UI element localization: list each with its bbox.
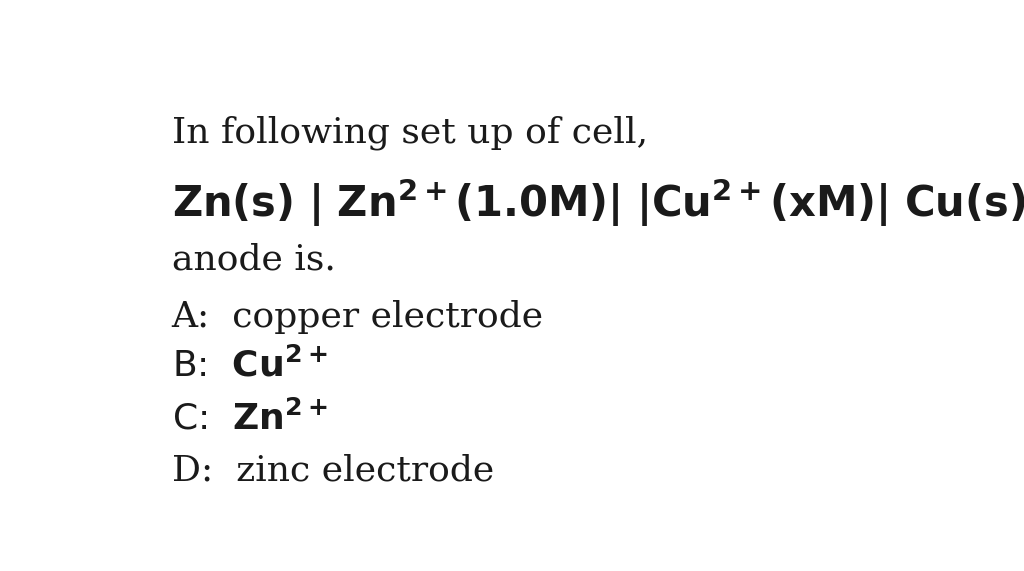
Text: A:  copper electrode: A: copper electrode (172, 300, 544, 334)
Text: $\mathbf{Zn(s)}\ \mathbf{|}\ \mathbf{Zn^{2+}(1.0M)|}\ \mathbf{|Cu^{2+}(xM)|}\ \m: $\mathbf{Zn(s)}\ \mathbf{|}\ \mathbf{Zn^… (172, 176, 1024, 229)
Text: C:  $\mathbf{Zn^{2+}}$: C: $\mathbf{Zn^{2+}}$ (172, 400, 327, 436)
Text: anode is.: anode is. (172, 243, 336, 277)
Text: In following set up of cell,: In following set up of cell, (172, 115, 648, 150)
Text: D:  zinc electrode: D: zinc electrode (172, 454, 494, 488)
Text: B:  $\mathbf{Cu^{2+}}$: B: $\mathbf{Cu^{2+}}$ (172, 347, 327, 383)
